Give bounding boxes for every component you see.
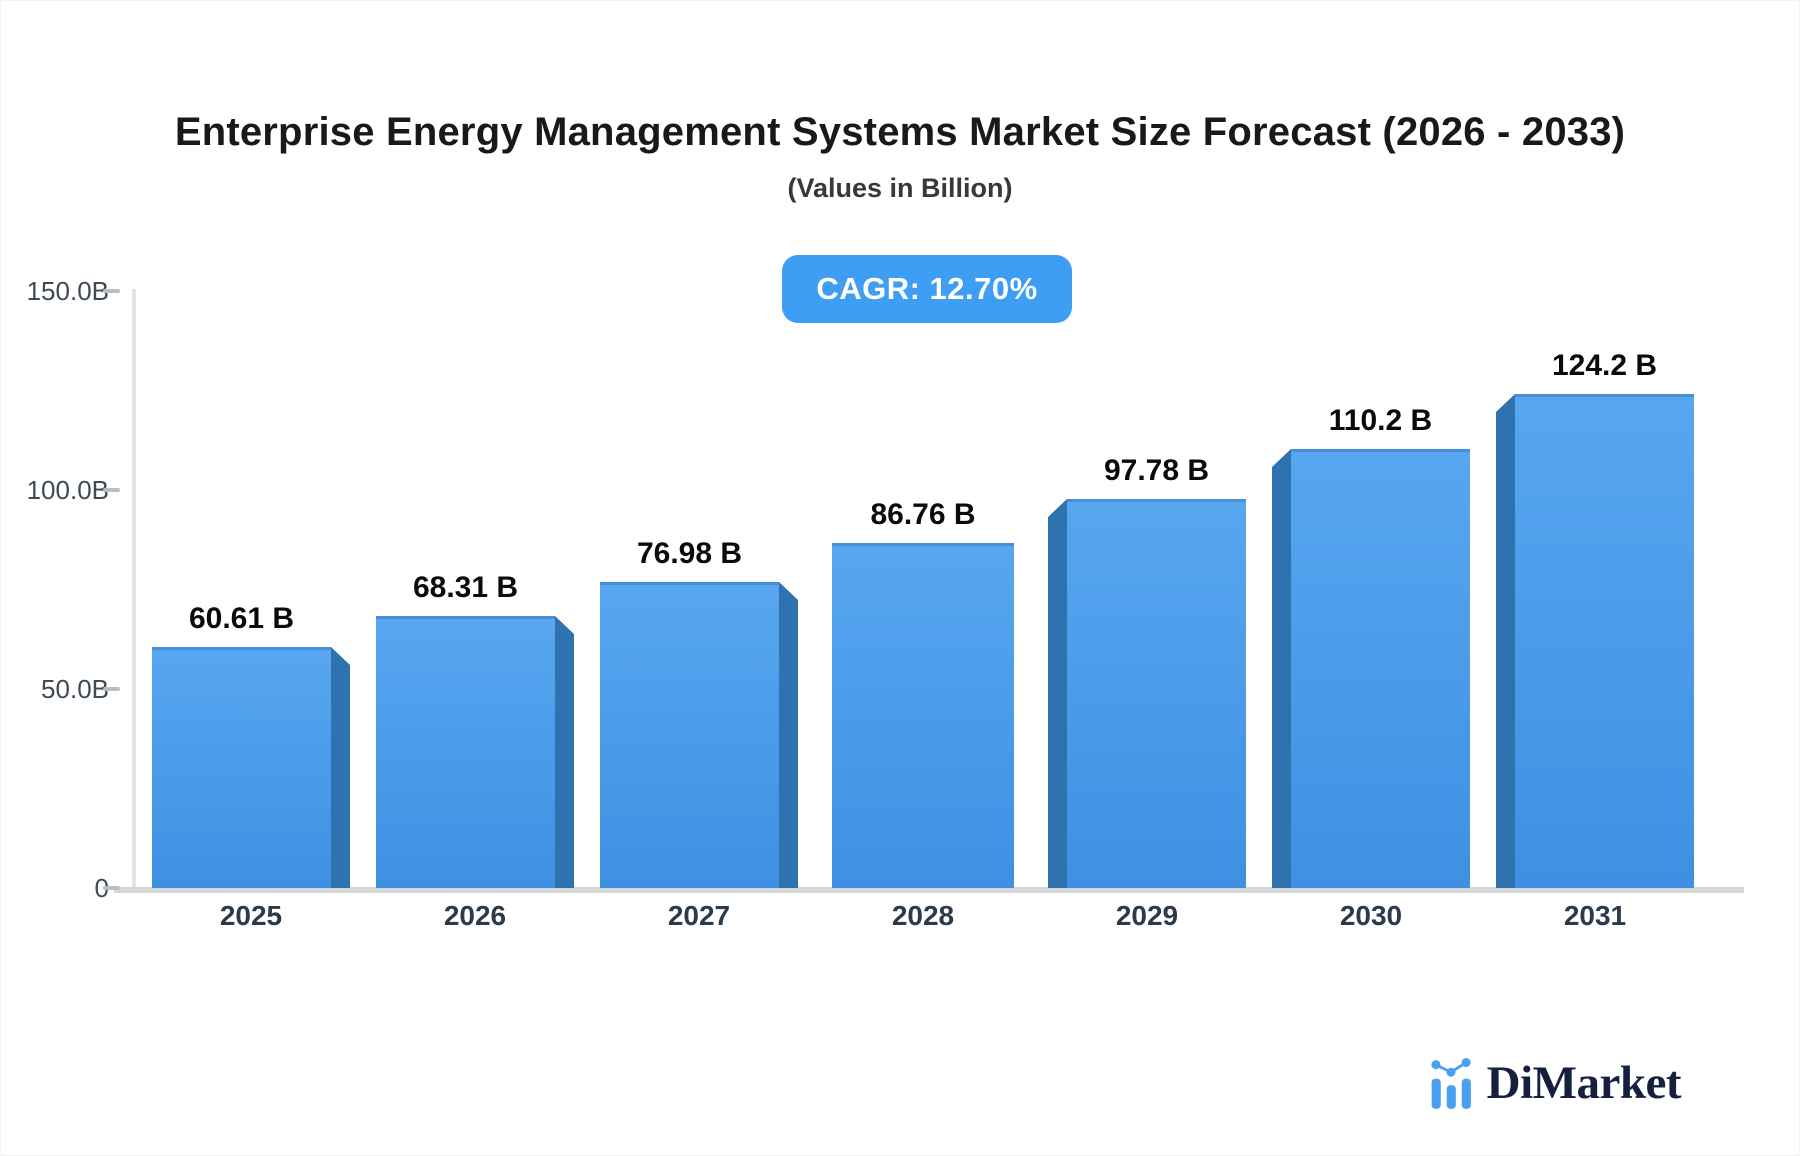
bar-group-2030: [1272, 449, 1470, 888]
bar-front-face: [376, 616, 555, 888]
bar-value-label-2028: 86.76 B: [870, 498, 976, 531]
bar-group-2029: [1048, 499, 1246, 888]
bar-side-face: [1272, 449, 1291, 888]
y-tick-label-100: 100.0B: [26, 475, 109, 505]
logo-chart-icon: [1431, 1058, 1471, 1109]
y-tick-mark-150: [103, 289, 120, 293]
bar-value-label-2029: 97.78 B: [1103, 454, 1210, 487]
bar-value-label-2030: 110.2 B: [1328, 404, 1433, 437]
logo: DiMarket: [1427, 1055, 1682, 1111]
x-tick-label-2028: 2028: [891, 900, 955, 931]
y-tick-mark-100: [103, 488, 120, 492]
bar-value-label-2031: 124.2 B: [1551, 349, 1658, 382]
bar-group-2026: [376, 616, 574, 888]
bar-front-face: [1067, 499, 1246, 888]
x-tick-label-2029: 2029: [1115, 900, 1179, 931]
chart-subtitle: (Values in Billion): [787, 173, 1013, 203]
x-tick-label-2027: 2027: [667, 900, 731, 931]
bar-front-face: [1515, 394, 1694, 888]
bar-side-face: [1048, 499, 1067, 888]
bar-group-2031: [1496, 394, 1694, 888]
bar-front-face: [152, 647, 331, 888]
x-tick-label-2031: 2031: [1563, 900, 1627, 931]
chart-title: Enterprise Energy Management Systems Mar…: [174, 110, 1626, 154]
bar-front-face: [600, 582, 779, 888]
bar-side-face: [331, 647, 350, 888]
bar-side-face: [1496, 394, 1515, 888]
bar-side-face: [555, 616, 574, 888]
y-tick-label-50: 50.0B: [41, 674, 109, 704]
cagr-badge: CAGR: 12.70%: [782, 255, 1072, 323]
x-tick-label-2025: 2025: [219, 900, 283, 931]
y-tick-mark-50: [103, 687, 120, 691]
bar-group-2025: [152, 647, 350, 888]
bar-group-2027: [600, 582, 798, 888]
x-tick-label-2026: 2026: [443, 900, 507, 931]
bar-side-face: [779, 582, 798, 888]
x-tick-label-2030: 2030: [1339, 900, 1403, 931]
bar-group-2028: [824, 543, 1022, 888]
bar-value-label-2026: 68.31 B: [412, 571, 519, 604]
bar-value-label-2027: 76.98 B: [636, 537, 743, 570]
y-tick-label-150: 150.0B: [26, 276, 109, 306]
bar-front-face: [832, 543, 1014, 888]
x-axis-baseline: [114, 887, 1744, 893]
bar-value-label-2025: 60.61 B: [188, 602, 295, 635]
y-axis-line: [132, 289, 136, 890]
y-tick-label-0: 0: [94, 873, 109, 903]
y-tick-mark-0: [103, 886, 120, 890]
logo-text: DiMarket: [1486, 1057, 1682, 1109]
bar-front-face: [1291, 449, 1470, 888]
